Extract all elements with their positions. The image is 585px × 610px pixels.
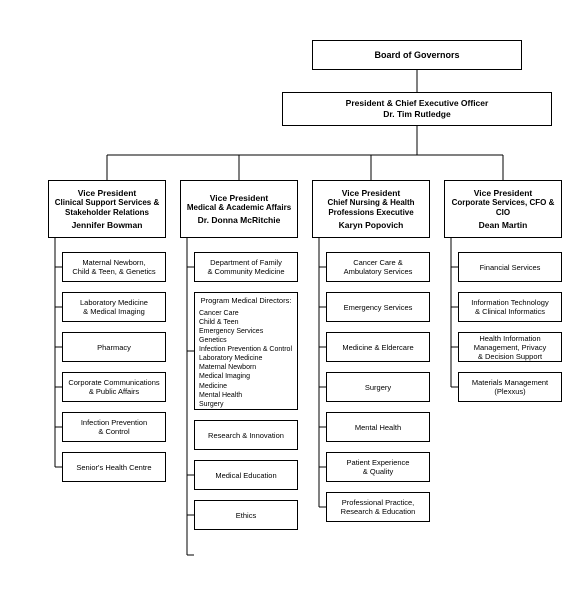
- vp-title: Vice President: [474, 188, 532, 198]
- dept-box: Laboratory Medicine& Medical Imaging: [62, 292, 166, 322]
- dept-list-item: Surgery: [199, 400, 293, 409]
- vp-detail: Medical & Academic Affairs: [187, 203, 291, 213]
- dept-line: Ambulatory Services: [344, 267, 413, 276]
- dept-list-item: Maternal Newborn: [199, 363, 293, 372]
- vp-title: Vice President: [210, 193, 268, 203]
- dept-line: & Community Medicine: [207, 267, 284, 276]
- dept-box: Pharmacy: [62, 332, 166, 362]
- dept-line: Senior's Health Centre: [76, 463, 151, 472]
- president-title: President & Chief Executive Officer: [346, 98, 489, 109]
- dept-box: Medical Education: [194, 460, 298, 490]
- dept-line: Financial Services: [480, 263, 541, 272]
- vp-name: Karyn Popovich: [339, 220, 404, 230]
- dept-line: Information Technology: [471, 298, 548, 307]
- president-name: Dr. Tim Rutledge: [383, 109, 450, 120]
- dept-line: Department of Family: [210, 258, 282, 267]
- dept-list-item: Child & Teen: [199, 318, 293, 327]
- dept-list-item: Emergency Services: [199, 327, 293, 336]
- dept-line: Maternal Newborn,: [82, 258, 145, 267]
- dept-line: Pharmacy: [97, 343, 131, 352]
- dept-box: Program Medical Directors: Cancer CareChi…: [194, 292, 298, 410]
- president-box: President & Chief Executive Officer Dr. …: [282, 92, 552, 126]
- vp-box-2: Vice PresidentChief Nursing & Health Pro…: [312, 180, 430, 238]
- dept-list-item: Infection Prevention & Control: [199, 345, 293, 354]
- dept-box: Financial Services: [458, 252, 562, 282]
- dept-list-item: Laboratory Medicine: [199, 354, 293, 363]
- dept-box: Maternal Newborn,Child & Teen, & Genetic…: [62, 252, 166, 282]
- board-label: Board of Governors: [374, 50, 459, 60]
- dept-line: & Public Affairs: [89, 387, 139, 396]
- dept-list-head: Program Medical Directors:: [199, 296, 293, 306]
- dept-line: Management, Privacy: [474, 343, 547, 352]
- dept-box: Patient Experience& Quality: [326, 452, 430, 482]
- dept-line: Research & Innovation: [208, 431, 284, 440]
- vp-title: Vice President: [78, 188, 136, 198]
- dept-box: Cancer Care &Ambulatory Services: [326, 252, 430, 282]
- dept-line: Laboratory Medicine: [80, 298, 148, 307]
- board-box: Board of Governors: [312, 40, 522, 70]
- dept-box: Emergency Services: [326, 292, 430, 322]
- dept-list-item: Mental Health: [199, 391, 293, 400]
- dept-box: Infection Prevention& Control: [62, 412, 166, 442]
- dept-list-item: Cancer Care: [199, 309, 293, 318]
- dept-line: & Medical Imaging: [83, 307, 145, 316]
- vp-detail: Clinical Support Services & Stakeholder …: [53, 198, 161, 218]
- dept-line: Medical Education: [215, 471, 276, 480]
- dept-line: & Control: [98, 427, 129, 436]
- dept-line: Infection Prevention: [81, 418, 147, 427]
- vp-title: Vice President: [342, 188, 400, 198]
- dept-box: Professional Practice,Research & Educati…: [326, 492, 430, 522]
- dept-line: Corporate Communications: [68, 378, 159, 387]
- dept-box: Senior's Health Centre: [62, 452, 166, 482]
- dept-line: & Quality: [363, 467, 393, 476]
- dept-line: Medicine & Eldercare: [342, 343, 413, 352]
- dept-line: Child & Teen, & Genetics: [72, 267, 155, 276]
- dept-box: Health InformationManagement, Privacy& D…: [458, 332, 562, 362]
- dept-box: Mental Health: [326, 412, 430, 442]
- dept-box: Information Technology& Clinical Informa…: [458, 292, 562, 322]
- vp-box-0: Vice PresidentClinical Support Services …: [48, 180, 166, 238]
- vp-name: Dean Martin: [479, 220, 528, 230]
- dept-line: Research & Education: [341, 507, 416, 516]
- dept-box: Surgery: [326, 372, 430, 402]
- dept-list-item: Genetics: [199, 336, 293, 345]
- vp-detail: Corporate Services, CFO & CIO: [449, 198, 557, 218]
- vp-detail: Chief Nursing & Health Professions Execu…: [317, 198, 425, 218]
- dept-box: Department of Family& Community Medicine: [194, 252, 298, 282]
- dept-line: (Plexxus): [494, 387, 525, 396]
- dept-line: Professional Practice,: [342, 498, 415, 507]
- dept-line: Surgery: [365, 383, 391, 392]
- dept-box: Research & Innovation: [194, 420, 298, 450]
- dept-line: Health Information: [479, 334, 540, 343]
- vp-name: Dr. Donna McRitchie: [198, 215, 281, 225]
- dept-box: Materials Management(Plexxus): [458, 372, 562, 402]
- dept-list-item: Medicine: [199, 382, 293, 391]
- dept-box: Ethics: [194, 500, 298, 530]
- dept-line: & Clinical Informatics: [475, 307, 545, 316]
- dept-line: Mental Health: [355, 423, 401, 432]
- dept-line: Emergency Services: [344, 303, 413, 312]
- dept-box: Corporate Communications& Public Affairs: [62, 372, 166, 402]
- vp-box-3: Vice PresidentCorporate Services, CFO & …: [444, 180, 562, 238]
- vp-name: Jennifer Bowman: [72, 220, 143, 230]
- dept-box: Medicine & Eldercare: [326, 332, 430, 362]
- dept-list-item: Medical Imaging: [199, 372, 293, 381]
- vp-box-1: Vice PresidentMedical & Academic Affairs…: [180, 180, 298, 238]
- dept-line: Patient Experience: [347, 458, 410, 467]
- dept-line: & Decision Support: [478, 352, 542, 361]
- dept-line: Ethics: [236, 511, 256, 520]
- dept-line: Materials Management: [472, 378, 548, 387]
- dept-line: Cancer Care &: [353, 258, 403, 267]
